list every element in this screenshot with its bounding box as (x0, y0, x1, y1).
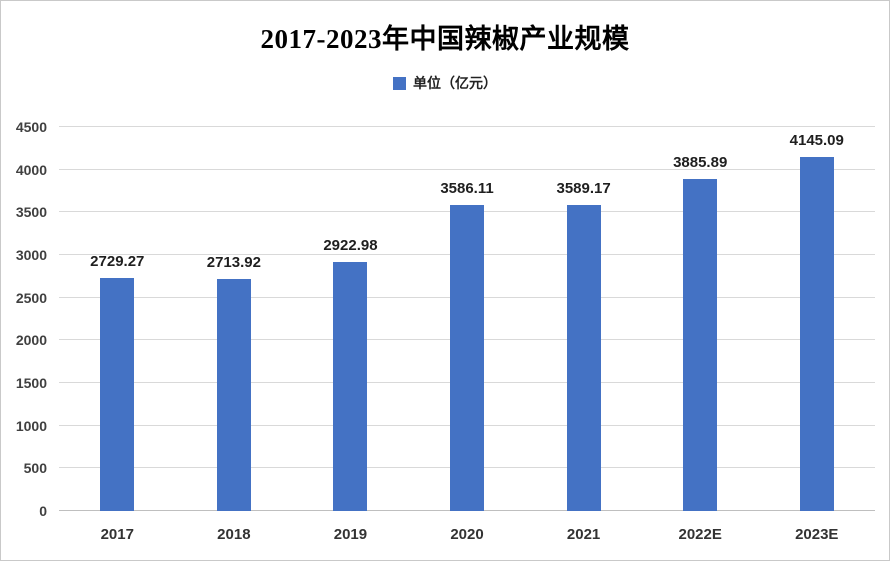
bar-value-label: 3586.11 (440, 180, 494, 197)
y-axis-tick-label: 1500 (15, 375, 47, 391)
bar-column: 2713.92 (176, 127, 293, 511)
y-axis: 0 500 1000 1500 2000 2500 3000 3500 4000 4500 (1, 120, 51, 518)
bar (450, 205, 485, 511)
y-axis-tick-label: 3000 (15, 247, 47, 263)
x-axis-label: 2017 (100, 526, 134, 543)
x-axis-label: 2018 (217, 526, 251, 543)
x-axis-label: 2023E (795, 526, 839, 543)
y-axis-tick-label: 4000 (15, 161, 47, 178)
bar-column: 3589.17 (525, 127, 642, 511)
plot-area: 2729.27 2713.92 2922.98 3586.11 3589.17 3885.… (59, 126, 875, 511)
y-axis-tick-label: 3500 (15, 204, 47, 221)
y-axis-tick-label: 2500 (15, 289, 47, 306)
bar (566, 204, 601, 511)
bar (683, 179, 718, 511)
bar (799, 157, 834, 511)
bar (216, 279, 251, 511)
bar-value-label: 4145.09 (789, 132, 844, 150)
x-axis: 2017 2018 2019 2020 2021 2022E 2023E (59, 524, 875, 546)
y-axis-tick-label: 500 (23, 460, 47, 477)
bar-value-label: 2729.27 (90, 253, 145, 271)
x-axis-label: 2019 (333, 526, 368, 543)
bar-column: 2922.98 (292, 127, 409, 511)
x-axis-label: 2022E (678, 526, 722, 543)
bar-value-label: 3589.17 (556, 179, 611, 197)
y-axis-tick-label: 0 (39, 503, 47, 519)
bar (100, 278, 135, 511)
gridline (59, 126, 875, 127)
bar-series: 2729.27 2713.92 2922.98 3586.11 3589.17 3885.… (59, 127, 875, 511)
bar-value-label: 2922.98 (323, 236, 378, 254)
y-axis-tick-label: 1000 (15, 417, 47, 434)
legend-swatch-icon (393, 76, 406, 90)
x-axis-label: 2021 (566, 526, 601, 543)
chart-title: 2017-2023年中国辣椒产业规模 (260, 24, 630, 54)
bar-value-label: 3885.89 (673, 154, 728, 172)
y-axis-tick-label: 2000 (15, 332, 47, 349)
bar-column: 4145.09 (758, 127, 875, 511)
bar-column: 2729.27 (59, 127, 176, 511)
bar-column: 3586.11 (409, 127, 526, 511)
bar-column: 3885.89 (642, 127, 759, 511)
gridline (59, 168, 875, 170)
x-axis-label: 2020 (450, 526, 484, 543)
bar (333, 261, 368, 511)
y-axis-tick-label: 4500 (15, 119, 47, 135)
chart-legend: 单位（亿元） (1, 73, 889, 93)
legend-label: 单位（亿元） (413, 75, 497, 91)
bar-value-label: 2713.92 (206, 254, 261, 272)
